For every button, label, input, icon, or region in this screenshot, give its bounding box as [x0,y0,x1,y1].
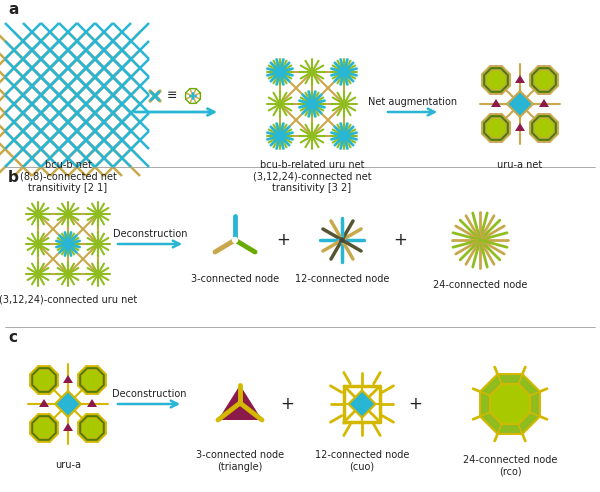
Polygon shape [63,423,73,431]
Polygon shape [534,118,554,138]
Polygon shape [498,374,522,384]
Polygon shape [507,91,533,117]
Polygon shape [34,418,54,438]
Text: 24-connected node: 24-connected node [433,280,527,290]
Circle shape [233,238,238,243]
Polygon shape [491,99,501,107]
Polygon shape [218,385,262,420]
Text: +: + [276,231,290,249]
Text: a: a [8,2,19,17]
Text: 24-connected node
(rco): 24-connected node (rco) [463,455,557,477]
Polygon shape [349,390,376,418]
Text: 3-connected node: 3-connected node [191,274,279,284]
Text: +: + [280,395,294,413]
Polygon shape [530,66,558,94]
Text: uru-a net: uru-a net [497,160,542,170]
Text: bcu-b-related uru net
(3,12,24)-connected net
transitivity [3 2]: bcu-b-related uru net (3,12,24)-connecte… [253,160,371,193]
Polygon shape [55,391,81,417]
Polygon shape [518,412,539,433]
Text: +: + [408,395,422,413]
Polygon shape [486,70,506,90]
Circle shape [340,238,344,242]
Polygon shape [515,123,525,131]
Text: Net augmentation: Net augmentation [368,97,457,107]
Polygon shape [481,392,490,416]
Polygon shape [481,412,502,433]
Text: Deconstruction: Deconstruction [112,389,186,399]
Polygon shape [490,384,530,424]
Polygon shape [539,99,549,107]
Polygon shape [78,366,106,394]
Polygon shape [78,414,106,442]
Polygon shape [482,114,510,142]
Text: 12-connected node: 12-connected node [295,274,389,284]
Polygon shape [481,374,539,433]
Polygon shape [482,66,510,94]
Polygon shape [34,370,54,390]
Polygon shape [30,414,58,442]
Text: 3-connected node
(triangle): 3-connected node (triangle) [196,450,284,472]
Polygon shape [481,374,502,396]
Polygon shape [515,75,525,83]
Text: 12-connected node
(cuo): 12-connected node (cuo) [315,450,409,472]
Text: bcu-b net
(8,8)-connected net
transitivity [2 1]: bcu-b net (8,8)-connected net transitivi… [20,160,116,193]
Text: +: + [393,231,407,249]
Text: ≡: ≡ [167,89,177,101]
Text: c: c [8,330,17,345]
Text: (3,12,24)-connected uru net: (3,12,24)-connected uru net [0,294,137,304]
Text: Deconstruction: Deconstruction [113,229,187,239]
Polygon shape [82,418,102,438]
Polygon shape [82,370,102,390]
Polygon shape [498,424,522,433]
Polygon shape [486,118,506,138]
Polygon shape [518,374,539,396]
Text: uru-a: uru-a [55,460,81,470]
Polygon shape [87,399,97,407]
Text: b: b [8,170,19,185]
Polygon shape [63,375,73,383]
Polygon shape [530,392,539,416]
Polygon shape [39,399,49,407]
Polygon shape [530,114,558,142]
Polygon shape [534,70,554,90]
Polygon shape [30,366,58,394]
